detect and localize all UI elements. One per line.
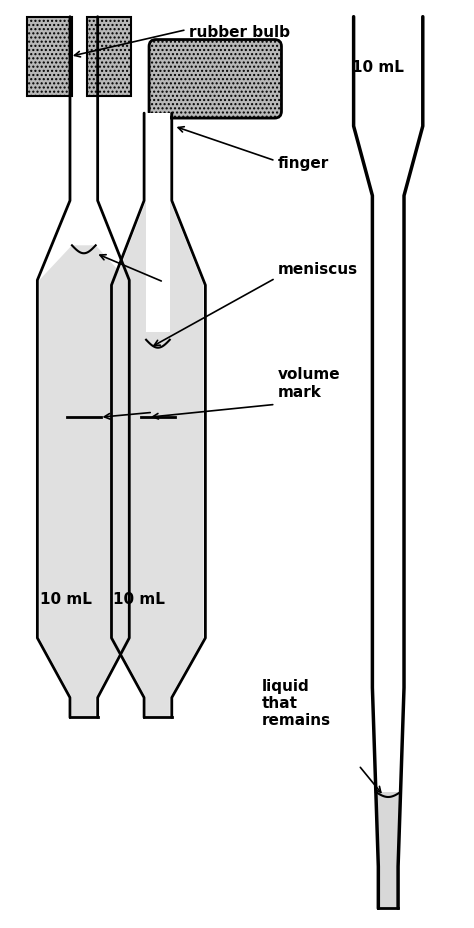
Polygon shape [146,114,170,332]
FancyBboxPatch shape [149,41,282,119]
Text: 10 mL: 10 mL [113,591,165,606]
Bar [27,18,72,97]
Text: 10 mL: 10 mL [40,591,92,606]
Text: volume
mark: volume mark [277,367,340,399]
Text: 10 mL: 10 mL [352,59,403,75]
Text: finger: finger [277,156,329,171]
Text: rubber bulb: rubber bulb [189,25,290,40]
Polygon shape [113,114,203,717]
Text: liquid
that
remains: liquid that remains [262,678,331,728]
Polygon shape [39,246,128,717]
Bar [87,18,131,97]
Polygon shape [376,793,401,909]
Text: meniscus: meniscus [277,262,358,277]
